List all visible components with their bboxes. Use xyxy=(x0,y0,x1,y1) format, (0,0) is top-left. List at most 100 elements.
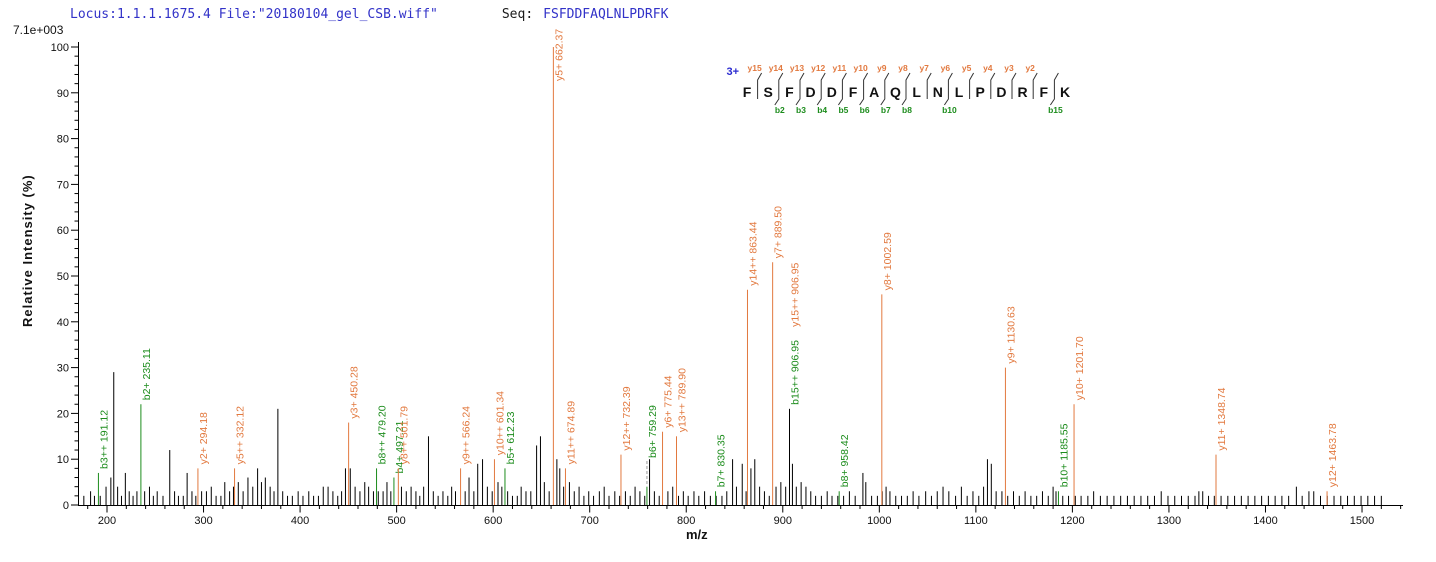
y-ion-label: y13 xyxy=(790,63,804,73)
y-ion-label: y9 xyxy=(877,63,887,73)
peak-label: b7+ 830.35 xyxy=(716,434,728,487)
residue-letter: S xyxy=(764,84,773,100)
peak-label: y5++ 332.12 xyxy=(235,406,247,465)
residue-letter: F xyxy=(785,84,794,100)
x-tick-label: 900 xyxy=(774,515,792,527)
peak-label: b15++ 906.95 xyxy=(789,340,801,405)
y-ion-label: y7 xyxy=(919,63,929,73)
fragment-marker xyxy=(757,72,763,99)
x-tick-label: 600 xyxy=(484,515,502,527)
y-ion-label: y12 xyxy=(811,63,825,73)
fragment-marker xyxy=(943,72,953,106)
fragment-marker xyxy=(795,72,805,106)
locus-file-label: Locus:1.1.1.1675.4 File:"20180104_gel_CS… xyxy=(70,7,438,22)
peak-label: y9+ 1130.63 xyxy=(1005,306,1017,363)
x-tick-label: 1300 xyxy=(1157,515,1181,527)
y-tick-label: 80 xyxy=(57,134,69,146)
residue-letter: K xyxy=(1060,84,1070,100)
b-ion-label: b5 xyxy=(838,105,848,115)
fragment-marker xyxy=(926,72,932,99)
peak-label: b8+ 958.42 xyxy=(839,434,851,487)
peak-label: y8++ 501.79 xyxy=(398,406,410,465)
peak-label: y11+ 1348.74 xyxy=(1216,387,1228,450)
x-tick-label: 200 xyxy=(98,515,116,527)
b-ion-label: b8 xyxy=(902,105,912,115)
y-ion-label: y5 xyxy=(962,63,972,73)
fragment-marker xyxy=(1049,72,1059,106)
fragment-marker xyxy=(969,72,975,99)
fragment-marker xyxy=(880,72,890,106)
max-intensity-label: 7.1e+003 xyxy=(13,23,64,37)
peak-label: b2+ 235.11 xyxy=(141,348,153,400)
residue-letter: L xyxy=(955,84,964,100)
y-ion-label: y4 xyxy=(983,63,993,73)
peak-label: y13++ 789.90 xyxy=(676,368,688,432)
y-ion-label: y6 xyxy=(941,63,951,73)
peak-label: y12+ 1463.78 xyxy=(1327,423,1339,487)
residue-letter: N xyxy=(933,84,943,100)
y-ion-label: y14 xyxy=(769,63,783,73)
x-tick-label: 500 xyxy=(387,515,405,527)
residue-letter: F xyxy=(1040,84,1049,100)
x-tick-label: 400 xyxy=(291,515,309,527)
peak-label: b5+ 612.23 xyxy=(505,411,517,464)
peak-label: y15++ 906.95 xyxy=(789,262,801,326)
residue-letter: F xyxy=(849,84,858,100)
x-tick-label: 1000 xyxy=(867,515,891,527)
x-tick-label: 700 xyxy=(581,515,599,527)
y-ion-label: y2 xyxy=(1025,63,1035,73)
x-tick-label: 300 xyxy=(194,515,212,527)
b-ion-label: b3 xyxy=(796,105,806,115)
y-tick-label: 10 xyxy=(57,454,69,466)
peak-label: b3++ 191.12 xyxy=(98,410,110,469)
y-tick-label: 70 xyxy=(57,179,69,191)
y-tick-label: 50 xyxy=(57,271,69,283)
peak-label: y10++ 601.34 xyxy=(494,391,506,455)
residue-letter: D xyxy=(827,84,837,100)
b-ion-label: b6 xyxy=(860,105,870,115)
residue-letter: D xyxy=(806,84,816,100)
residue-letter: P xyxy=(976,84,985,100)
b-ion-label: b7 xyxy=(881,105,891,115)
x-tick-label: 1500 xyxy=(1350,515,1374,527)
y-tick-label: 30 xyxy=(57,363,69,375)
peak-label: b10+ 1185.55 xyxy=(1058,423,1070,487)
residue-letter: D xyxy=(996,84,1006,100)
b-ion-label: b10 xyxy=(942,105,957,115)
y-tick-label: 90 xyxy=(57,88,69,100)
y-tick-label: 100 xyxy=(51,42,69,54)
x-axis-title: m/z xyxy=(686,527,708,542)
y-ion-label: y3 xyxy=(1004,63,1014,73)
residue-letter: Q xyxy=(890,84,901,100)
fragment-marker xyxy=(1032,72,1038,99)
peak-label: y6+ 775.44 xyxy=(663,375,675,427)
x-tick-label: 1400 xyxy=(1253,515,1277,527)
b-ion-label: b15 xyxy=(1048,105,1063,115)
header-line: Locus:1.1.1.1675.4 File:"20180104_gel_CS… xyxy=(70,7,668,22)
fragment-marker xyxy=(990,72,996,99)
x-tick-label: 1200 xyxy=(1060,515,1084,527)
fragment-marker xyxy=(1011,72,1017,99)
fragment-marker xyxy=(774,72,784,106)
peak-label: y11++ 674.89 xyxy=(565,401,577,465)
x-tick-label: 800 xyxy=(677,515,695,527)
peak-label: y5+ 662.37 xyxy=(553,29,565,81)
seq-value: FSFDDFAQLNLPDRFK xyxy=(543,7,669,22)
y-ion-label: y10 xyxy=(854,63,868,73)
fragment-marker xyxy=(816,72,826,106)
seq-label: Seq: xyxy=(501,7,534,22)
residue-letter: L xyxy=(912,84,921,100)
b-ion-label: b2 xyxy=(775,105,785,115)
peak-label: y2+ 294.18 xyxy=(198,412,210,464)
y-tick-label: 40 xyxy=(57,317,69,329)
y-tick-label: 0 xyxy=(63,500,69,512)
b-ion-label: b4 xyxy=(817,105,827,115)
peak-label: b6+ 759.29 xyxy=(647,405,659,458)
fragment-marker xyxy=(859,72,869,106)
charge-state-label: 3+ xyxy=(726,66,739,78)
residue-letter: A xyxy=(869,84,879,100)
y-tick-label: 20 xyxy=(57,408,69,420)
residue-letter: F xyxy=(743,84,752,100)
y-ion-label: y8 xyxy=(898,63,908,73)
